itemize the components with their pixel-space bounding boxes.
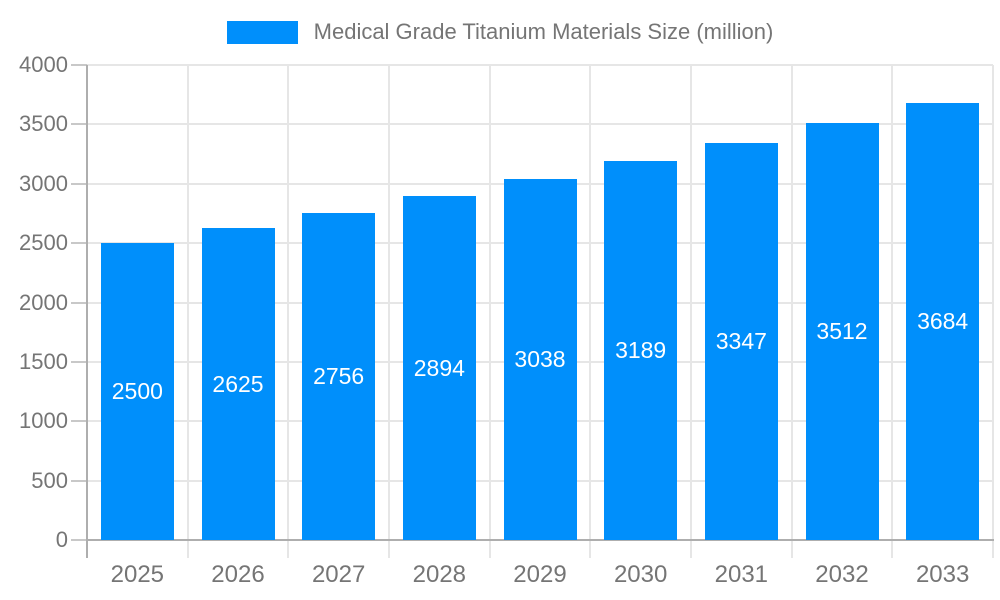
chart-legend[interactable]: Medical Grade Titanium Materials Size (m…: [0, 19, 1000, 45]
x-axis-label: 2025: [110, 561, 165, 588]
y-tick: [71, 479, 87, 482]
bar[interactable]: 3684: [906, 102, 980, 540]
y-axis-label: 4000: [19, 52, 68, 77]
y-tick: [71, 420, 87, 423]
y-axis-label: 1500: [19, 348, 68, 374]
y-tick: [71, 123, 87, 126]
x-axis-label: 2030: [613, 561, 668, 588]
bar[interactable]: 2500: [100, 243, 174, 540]
bar-value-label: 2756: [313, 362, 365, 389]
v-gridline: [690, 65, 692, 558]
h-gridline: [87, 123, 993, 126]
bar-value-label: 2894: [413, 354, 465, 381]
x-axis-label: 2029: [513, 561, 567, 588]
bar[interactable]: 2894: [402, 196, 476, 540]
bar-value-label: 3684: [917, 307, 969, 334]
bar[interactable]: 3038: [503, 179, 577, 540]
y-axis-label: 3500: [19, 111, 68, 137]
v-gridline: [186, 65, 189, 558]
bar[interactable]: 3512: [805, 122, 879, 540]
legend-series-label: Medical Grade Titanium Materials Size (m…: [313, 19, 774, 44]
bar[interactable]: 3347: [704, 142, 778, 540]
bar[interactable]: 2625: [201, 228, 275, 540]
y-axis-label: 3000: [19, 170, 68, 196]
v-gridline: [589, 65, 592, 558]
y-tick: [71, 539, 87, 541]
v-gridline: [891, 65, 894, 558]
bar[interactable]: 3189: [604, 161, 678, 540]
v-gridline: [488, 65, 491, 558]
v-gridline: [287, 65, 290, 558]
y-tick: [71, 360, 87, 363]
x-axis-label: 2028: [412, 561, 467, 588]
bar-value-label: 2500: [111, 378, 163, 405]
y-axis-label: 1000: [19, 408, 68, 434]
y-tick: [71, 182, 87, 185]
y-axis-label: 0: [55, 527, 68, 552]
x-axis-label: 2033: [915, 561, 970, 588]
y-axis-line: [86, 65, 88, 558]
bar-value-label: 3512: [816, 317, 868, 344]
x-axis-label: 2026: [211, 561, 265, 588]
bar-value-label: 3189: [615, 337, 667, 364]
y-axis-label: 2500: [19, 230, 68, 256]
y-axis-label: 2000: [19, 289, 68, 315]
y-tick: [71, 242, 87, 245]
y-axis-label: 500: [31, 467, 68, 493]
x-axis-line: [86, 539, 994, 541]
x-axis-label: 2032: [815, 561, 869, 588]
v-gridline: [790, 65, 793, 558]
legend-color-swatch-icon: [226, 20, 298, 44]
y-tick: [71, 301, 87, 304]
bar-value-label: 2625: [212, 370, 264, 397]
bar-value-label: 3038: [514, 346, 566, 373]
bar-value-label: 3347: [715, 327, 767, 354]
v-gridline: [388, 65, 390, 558]
x-axis-label: 2027: [311, 561, 366, 588]
x-axis-label: 2031: [714, 561, 769, 588]
h-gridline: [87, 64, 993, 66]
bar[interactable]: 2756: [302, 212, 376, 540]
y-tick: [71, 64, 87, 66]
v-gridline: [992, 65, 994, 558]
